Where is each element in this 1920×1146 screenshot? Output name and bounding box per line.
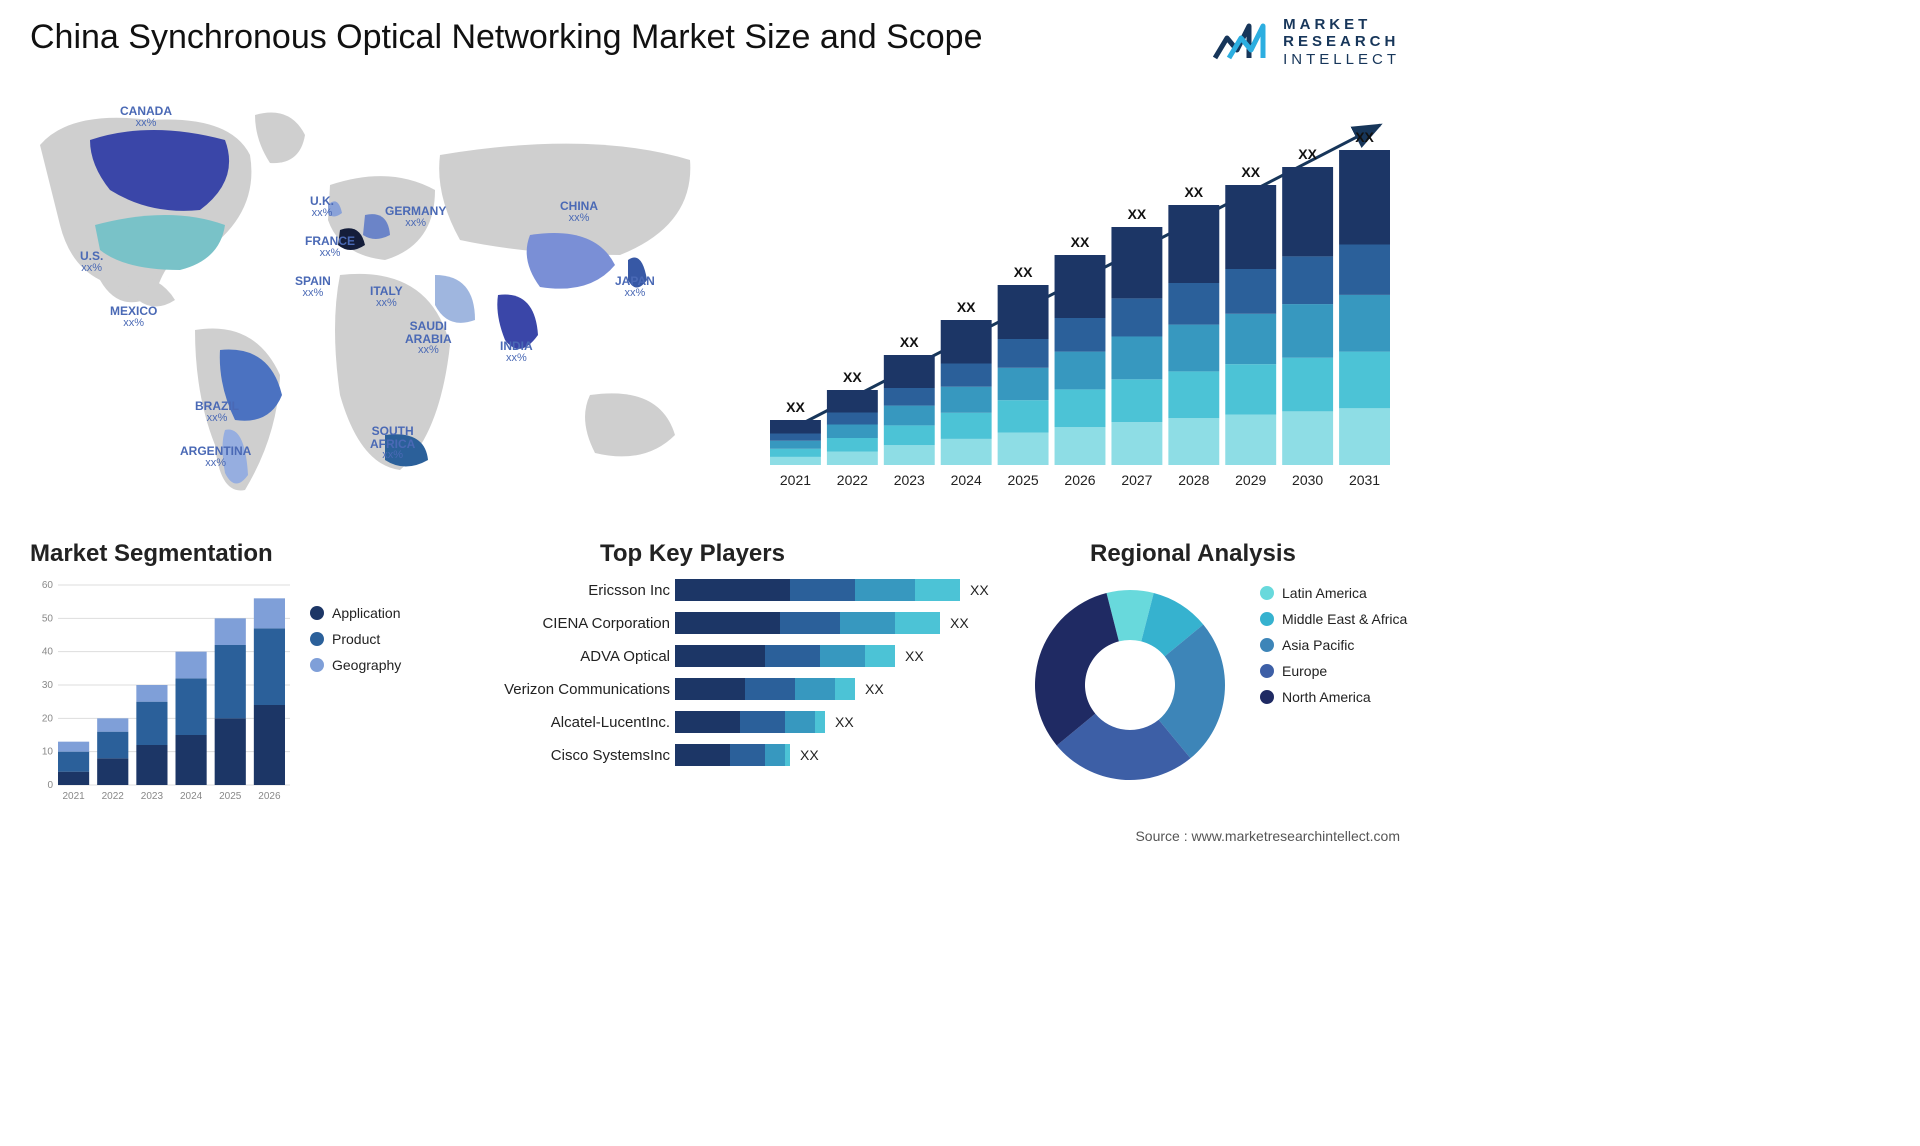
- map-label: CANADAxx%: [120, 105, 172, 129]
- section-title-segmentation: Market Segmentation: [30, 540, 273, 568]
- player-name: ADVA Optical: [480, 648, 675, 665]
- svg-text:2025: 2025: [1008, 472, 1039, 488]
- logo-line3: INTELLECT: [1283, 51, 1400, 68]
- svg-text:XX: XX: [1014, 264, 1033, 280]
- legend-item: Application: [310, 605, 401, 621]
- brand-logo: MARKET RESEARCH INTELLECT: [1213, 16, 1400, 68]
- player-value: XX: [835, 714, 854, 730]
- svg-text:XX: XX: [1241, 164, 1260, 180]
- player-row: CIENA Corporation XX: [480, 608, 1010, 638]
- svg-text:60: 60: [42, 580, 54, 591]
- svg-text:XX: XX: [1298, 146, 1317, 162]
- map-label: ITALYxx%: [370, 285, 403, 309]
- map-label: JAPANxx%: [615, 275, 655, 299]
- player-bar: [675, 612, 940, 634]
- player-value: XX: [970, 582, 989, 598]
- page-title: China Synchronous Optical Networking Mar…: [30, 18, 982, 57]
- svg-text:2029: 2029: [1235, 472, 1266, 488]
- svg-text:2028: 2028: [1178, 472, 1209, 488]
- svg-text:2024: 2024: [951, 472, 982, 488]
- logo-line1: MARKET: [1283, 16, 1400, 33]
- svg-text:2021: 2021: [62, 791, 85, 802]
- player-row: Cisco SystemsInc XX: [480, 740, 1010, 770]
- section-title-players: Top Key Players: [600, 540, 785, 568]
- svg-text:2021: 2021: [780, 472, 811, 488]
- svg-text:2023: 2023: [894, 472, 925, 488]
- map-label: SAUDIARABIAxx%: [405, 320, 452, 357]
- legend-item: Geography: [310, 657, 401, 673]
- logo-line2: RESEARCH: [1283, 33, 1400, 50]
- player-bar: [675, 678, 855, 700]
- map-label: BRAZILxx%: [195, 400, 239, 424]
- svg-text:2024: 2024: [180, 791, 203, 802]
- player-name: Alcatel-LucentInc.: [480, 714, 675, 731]
- map-label: MEXICOxx%: [110, 305, 157, 329]
- player-name: Verizon Communications: [480, 681, 675, 698]
- svg-text:2027: 2027: [1121, 472, 1152, 488]
- svg-text:50: 50: [42, 613, 54, 624]
- world-map-panel: CANADAxx% U.S.xx% MEXICOxx% BRAZILxx% ARGENT…: [30, 95, 710, 515]
- svg-text:XX: XX: [1355, 129, 1374, 145]
- legend-item: Latin America: [1260, 585, 1407, 601]
- player-value: XX: [950, 615, 969, 631]
- svg-text:XX: XX: [1184, 184, 1203, 200]
- svg-text:XX: XX: [1128, 206, 1147, 222]
- svg-text:2022: 2022: [837, 472, 868, 488]
- svg-text:2025: 2025: [219, 791, 242, 802]
- svg-text:2026: 2026: [258, 791, 281, 802]
- svg-text:2022: 2022: [102, 791, 125, 802]
- regional-panel: Latin America Middle East & Africa Asia Pa…: [1020, 575, 1410, 815]
- player-value: XX: [800, 747, 819, 763]
- map-label: SPAINxx%: [295, 275, 331, 299]
- svg-text:XX: XX: [900, 334, 919, 350]
- legend-item: North America: [1260, 689, 1407, 705]
- svg-text:XX: XX: [843, 369, 862, 385]
- map-label: U.K.xx%: [310, 195, 334, 219]
- player-name: Ericsson Inc: [480, 582, 675, 599]
- section-title-regional: Regional Analysis: [1090, 540, 1296, 568]
- player-bar: [675, 744, 790, 766]
- player-name: CIENA Corporation: [480, 615, 675, 632]
- player-bar: [675, 711, 825, 733]
- legend-item: Product: [310, 631, 401, 647]
- player-row: ADVA Optical XX: [480, 641, 1010, 671]
- svg-text:20: 20: [42, 713, 54, 724]
- player-row: Ericsson Inc XX: [480, 575, 1010, 605]
- legend-item: Asia Pacific: [1260, 637, 1407, 653]
- map-label: FRANCExx%: [305, 235, 355, 259]
- player-value: XX: [905, 648, 924, 664]
- map-label: U.S.xx%: [80, 250, 103, 274]
- svg-text:2030: 2030: [1292, 472, 1323, 488]
- source-label: Source : www.marketresearchintellect.com: [1135, 828, 1400, 844]
- market-size-chart: XX 2021 XX 2022 XX 2023 XX 2024 XX 2025 XX 2026 XX 20…: [760, 95, 1400, 500]
- map-label: SOUTHAFRICAxx%: [370, 425, 415, 462]
- svg-text:2023: 2023: [141, 791, 164, 802]
- legend-item: Middle East & Africa: [1260, 611, 1407, 627]
- logo-icon: [1213, 18, 1273, 66]
- svg-text:40: 40: [42, 647, 54, 658]
- svg-text:2031: 2031: [1349, 472, 1380, 488]
- player-bar: [675, 645, 895, 667]
- map-label: ARGENTINAxx%: [180, 445, 251, 469]
- player-row: Verizon Communications XX: [480, 674, 1010, 704]
- map-label: GERMANYxx%: [385, 205, 446, 229]
- player-value: XX: [865, 681, 884, 697]
- players-panel: Ericsson IncXXCIENA CorporationXXADVA Op…: [480, 575, 1010, 815]
- player-bar: [675, 579, 960, 601]
- segmentation-panel: 0 10 20 30 40 50 60 2021 2022 2023 2024 2025 2026 Ap…: [30, 575, 450, 815]
- svg-text:30: 30: [42, 680, 54, 691]
- svg-text:XX: XX: [1071, 234, 1090, 250]
- svg-text:XX: XX: [957, 299, 976, 315]
- map-label: CHINAxx%: [560, 200, 598, 224]
- legend-item: Europe: [1260, 663, 1407, 679]
- segmentation-legend: Application Product Geography: [310, 605, 401, 683]
- map-label: INDIAxx%: [500, 340, 533, 364]
- player-name: Cisco SystemsInc: [480, 747, 675, 764]
- svg-text:0: 0: [47, 780, 53, 791]
- svg-text:2026: 2026: [1064, 472, 1095, 488]
- player-row: Alcatel-LucentInc. XX: [480, 707, 1010, 737]
- svg-text:XX: XX: [786, 399, 805, 415]
- svg-text:10: 10: [42, 747, 54, 758]
- regional-legend: Latin America Middle East & Africa Asia Pa…: [1260, 585, 1407, 715]
